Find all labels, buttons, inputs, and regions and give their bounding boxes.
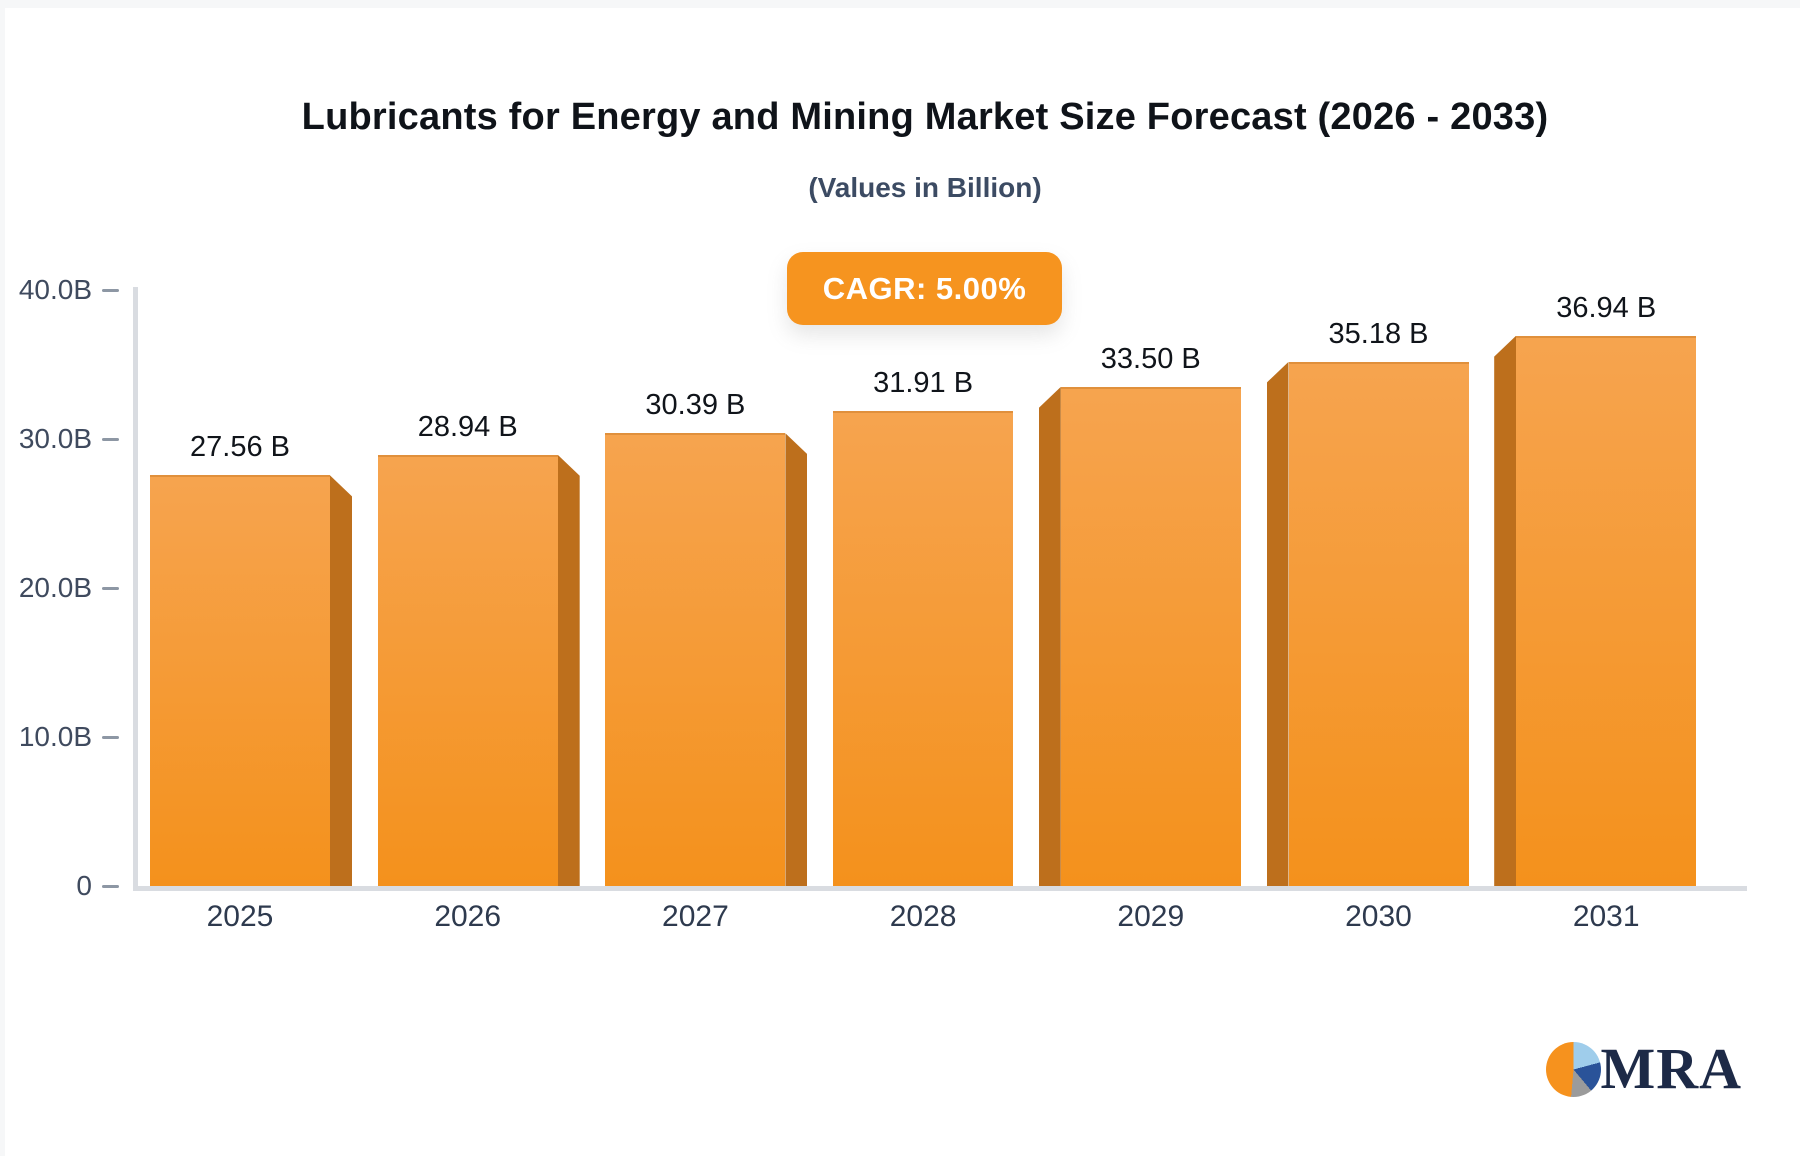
bar-value-label: 33.50 B [1100, 342, 1201, 375]
x-axis-label-2029: 2029 [1117, 900, 1185, 933]
chart-subtitle: (Values in Billion) [808, 172, 1042, 203]
y-tick-label: 0 [76, 870, 92, 901]
x-axis-label-2028: 2028 [889, 900, 957, 933]
bar-side-3d [1266, 361, 1289, 886]
bar-2027[interactable] [605, 433, 786, 886]
bar-value-label: 31.91 B [873, 366, 974, 399]
chart-title: Lubricants for Energy and Mining Market … [301, 96, 1549, 138]
y-tick-dash [102, 885, 119, 888]
bar-value-label: 36.94 B [1556, 291, 1657, 324]
logo-text: MRA [1600, 1036, 1742, 1101]
x-axis-label-2026: 2026 [434, 900, 502, 933]
cagr-badge-label: CAGR: 5.00% [822, 270, 1027, 306]
x-axis-label-2027: 2027 [662, 900, 729, 933]
x-axis-label-2025: 2025 [206, 900, 274, 933]
y-tick-dash [102, 438, 119, 441]
bar-2025[interactable] [150, 475, 330, 886]
page-edge-strip-left [0, 0, 5, 1156]
y-tick-label: 30.0B [18, 423, 92, 454]
bar-2030[interactable] [1288, 361, 1469, 886]
bar-side-3d [785, 433, 808, 886]
x-axis-label-2031: 2031 [1572, 900, 1640, 933]
bar-side-3d [1038, 386, 1061, 886]
pie-chart-icon [1546, 1041, 1602, 1097]
bar-value-label: 27.56 B [190, 431, 290, 464]
bar-value-label: 35.18 B [1328, 317, 1429, 350]
y-tick-dash [102, 289, 119, 292]
bar-side-3d [557, 454, 580, 886]
bar-side-3d [330, 475, 352, 886]
y-tick-dash [102, 587, 119, 590]
y-tick-label: 10.0B [18, 721, 92, 752]
y-axis-line [133, 287, 138, 891]
bar-2028[interactable] [833, 410, 1014, 886]
bar-value-label: 30.39 B [645, 389, 746, 422]
x-axis-label-2030: 2030 [1345, 900, 1412, 933]
bar-side-3d [1494, 335, 1517, 886]
bar-2026[interactable] [377, 454, 558, 886]
brand-logo: MRA [1546, 1034, 1742, 1104]
page-edge-strip-top [0, 0, 1800, 8]
bar-2031[interactable] [1516, 335, 1697, 886]
bar-value-label: 28.94 B [417, 410, 518, 443]
x-axis-line [133, 886, 1747, 891]
y-tick-label: 40.0B [18, 274, 92, 305]
y-tick-label: 20.0B [18, 572, 92, 603]
bar-2029[interactable] [1060, 386, 1241, 886]
y-tick-dash [102, 736, 119, 739]
cagr-badge: CAGR: 5.00% [787, 252, 1062, 325]
